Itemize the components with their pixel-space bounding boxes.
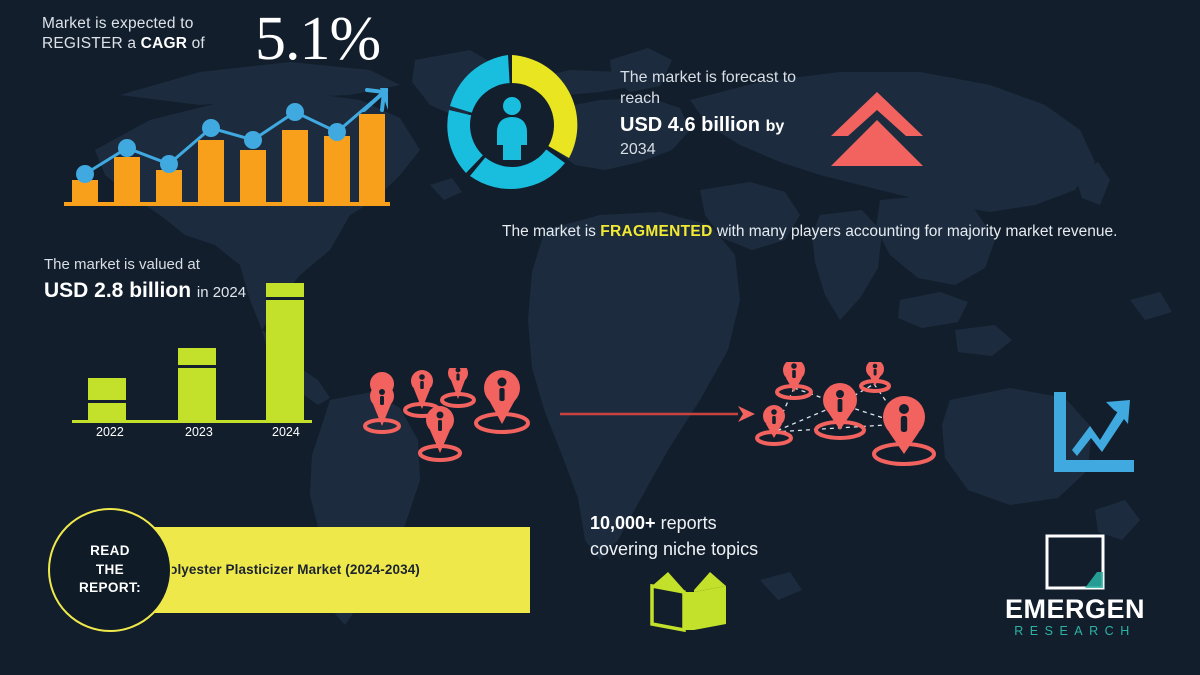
valued-line-1: The market is valued at xyxy=(44,256,200,273)
valued-suffix: in 2024 xyxy=(196,284,247,301)
trend-points xyxy=(76,103,346,183)
value-baseline xyxy=(72,420,312,423)
trend-bars xyxy=(72,114,385,202)
cagr-block: Market is expected to REGISTER a CAGR of… xyxy=(42,5,402,94)
growth-arrow xyxy=(1106,400,1130,424)
open-book-icon xyxy=(650,572,726,632)
market-value-chart xyxy=(72,283,312,423)
value-bar-2024-divider xyxy=(266,297,304,300)
forecast-year: 2034 xyxy=(620,141,656,158)
reports-count-line-1: 10,000+ reports xyxy=(590,512,717,535)
value-bar-2024 xyxy=(266,283,304,420)
pin-inner-figures xyxy=(379,368,507,431)
reports-count-rest: reports xyxy=(655,513,717,533)
reports-count-number: 10,000+ xyxy=(590,513,656,533)
year-label-2024: 2024 xyxy=(272,425,300,439)
cagr-line-2-post: of xyxy=(187,35,205,52)
forecast-value-suffix: by xyxy=(765,118,785,135)
cagr-line-2-pre: REGISTER a xyxy=(42,35,141,52)
reports-count-line-2: covering niche topics xyxy=(590,539,759,559)
double-up-arrow-icon xyxy=(831,92,923,166)
logo-mark xyxy=(1045,534,1105,590)
fragmented-highlight: FRAGMENTED xyxy=(600,223,713,240)
pin-inner-figures-right xyxy=(771,363,909,432)
forecast-value-row: USD 4.6 billion by xyxy=(620,113,784,138)
person-icon xyxy=(497,97,527,160)
trend-baseline xyxy=(64,202,390,206)
scattered-map-pins xyxy=(363,368,530,462)
valued-value: USD 2.8 billion xyxy=(44,279,192,302)
report-title[interactable]: Polyester Plasticizer Market (2024-2034) xyxy=(160,562,420,577)
value-bar-2023-divider xyxy=(178,365,216,368)
right-arrow-icon xyxy=(560,406,755,422)
value-bar-2023 xyxy=(178,348,216,420)
pin-group xyxy=(370,368,520,453)
cagr-value: 5.1% xyxy=(255,5,381,73)
read-report-circle[interactable] xyxy=(48,508,172,632)
read-report-label[interactable]: READ THE REPORT: xyxy=(48,508,172,632)
growth-axes xyxy=(1054,392,1134,472)
growth-chart-icon xyxy=(1054,392,1134,472)
market-share-donut xyxy=(447,55,578,189)
up-arrow-bottom xyxy=(831,120,923,166)
year-label-2023: 2023 xyxy=(185,425,213,439)
up-arrow-top xyxy=(831,92,923,136)
trend-arrow-head xyxy=(362,88,389,112)
valued-value-row: USD 2.8 billion in 2024 xyxy=(44,278,246,304)
value-bars xyxy=(88,283,304,420)
logo-name: EMERGEN xyxy=(1004,594,1146,624)
value-bar-2022 xyxy=(88,378,126,420)
growth-line xyxy=(1072,408,1126,456)
read-report-line-3: REPORT: xyxy=(78,580,142,596)
read-report-line-2: THE xyxy=(95,561,125,577)
emergen-research-logo[interactable]: EMERGEN RESEARCH xyxy=(985,534,1165,644)
cagr-line-1: Market is expected to xyxy=(42,15,194,32)
forecast-line-2: reach xyxy=(620,90,661,107)
connected-map-pins xyxy=(755,362,936,466)
fragmented-statement: The market is FRAGMENTED with many playe… xyxy=(502,220,1142,244)
fragmented-post: with many players accounting for majorit… xyxy=(712,223,1118,240)
cagr-keyword: CAGR xyxy=(140,35,188,52)
value-bar-2022-divider xyxy=(88,400,126,403)
forecast-line-1: The market is forecast to xyxy=(620,69,797,86)
growth-trend-chart xyxy=(64,88,390,206)
year-label-2022: 2022 xyxy=(96,425,124,439)
logo-subtitle: RESEARCH xyxy=(1014,624,1136,638)
forecast-value: USD 4.6 billion xyxy=(620,114,761,136)
trend-arrow-tip xyxy=(380,88,388,110)
fragmented-pre: The market is xyxy=(502,223,601,240)
cagr-line-2: REGISTER a CAGR of xyxy=(42,34,205,53)
read-report-line-1: READ xyxy=(90,543,130,559)
